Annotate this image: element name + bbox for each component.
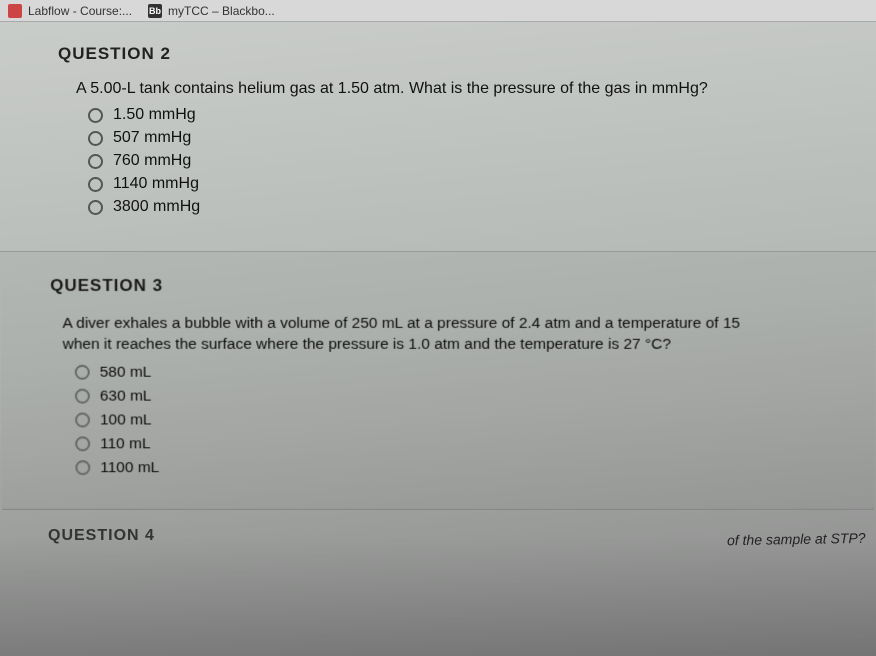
bookmark-label: myTCC – Blackbo... <box>168 4 275 18</box>
prompt-line: when it reaches the surface where the pr… <box>63 336 671 353</box>
question-3-heading: QUESTION 3 <box>50 276 876 296</box>
option-label: 507 mmHg <box>113 129 191 147</box>
option-row: 3800 mmHg <box>88 198 832 216</box>
radio-icon[interactable] <box>88 131 103 146</box>
quiz-content: QUESTION 2 A 5.00-L tank contains helium… <box>0 22 876 545</box>
question-4-fragment: of the sample at STP? <box>727 530 866 548</box>
radio-icon[interactable] <box>88 177 103 192</box>
option-row: 507 mmHg <box>88 129 832 147</box>
radio-icon[interactable] <box>75 365 90 380</box>
prompt-line: A diver exhales a bubble with a volume o… <box>62 315 740 332</box>
question-3-block: QUESTION 3 A diver exhales a bubble with… <box>0 252 876 510</box>
question-2-heading: QUESTION 2 <box>58 44 832 64</box>
radio-icon[interactable] <box>88 200 103 215</box>
option-label: 3800 mmHg <box>113 198 200 216</box>
option-label: 100 mL <box>100 411 152 429</box>
question-2-block: QUESTION 2 A 5.00-L tank contains helium… <box>0 22 876 252</box>
option-label: 1140 mmHg <box>113 175 199 193</box>
option-row: 110 mL <box>75 435 874 453</box>
radio-icon[interactable] <box>75 413 90 428</box>
option-row: 1.50 mmHg <box>88 106 832 124</box>
option-row: 630 mL <box>75 388 875 406</box>
option-label: 1100 mL <box>100 459 159 477</box>
radio-icon[interactable] <box>75 437 90 452</box>
option-row: 1100 mL <box>75 459 874 477</box>
option-row: 580 mL <box>75 364 875 382</box>
vignette <box>0 536 876 656</box>
bookmark-labflow[interactable]: Labflow - Course:... <box>8 4 132 18</box>
option-label: 630 mL <box>100 388 152 406</box>
question-2-prompt: A 5.00-L tank contains helium gas at 1.5… <box>58 80 832 98</box>
question-3-prompt: A diver exhales a bubble with a volume o… <box>50 314 875 356</box>
option-label: 110 mL <box>100 435 150 453</box>
radio-icon[interactable] <box>75 461 90 476</box>
option-label: 580 mL <box>100 364 152 382</box>
question-3-options: 580 mL 630 mL 100 mL 110 mL 1100 mL <box>51 364 875 477</box>
option-row: 100 mL <box>75 411 875 429</box>
option-label: 760 mmHg <box>113 152 191 170</box>
question-4-block: QUESTION 4 of the sample at STP? <box>0 511 876 545</box>
radio-icon[interactable] <box>75 389 90 404</box>
option-row: 760 mmHg <box>88 152 832 170</box>
bookmark-label: Labflow - Course:... <box>28 4 132 18</box>
bookmarks-bar: Labflow - Course:... Bb myTCC – Blackbo.… <box>0 0 876 22</box>
option-row: 1140 mmHg <box>88 175 832 193</box>
radio-icon[interactable] <box>88 108 103 123</box>
option-label: 1.50 mmHg <box>113 106 196 124</box>
favicon-blackboard-icon: Bb <box>148 4 162 18</box>
question-2-options: 1.50 mmHg 507 mmHg 760 mmHg 1140 mmHg 38… <box>58 106 832 216</box>
bookmark-mytcc[interactable]: Bb myTCC – Blackbo... <box>148 4 275 18</box>
radio-icon[interactable] <box>88 154 103 169</box>
favicon-labflow-icon <box>8 4 22 18</box>
